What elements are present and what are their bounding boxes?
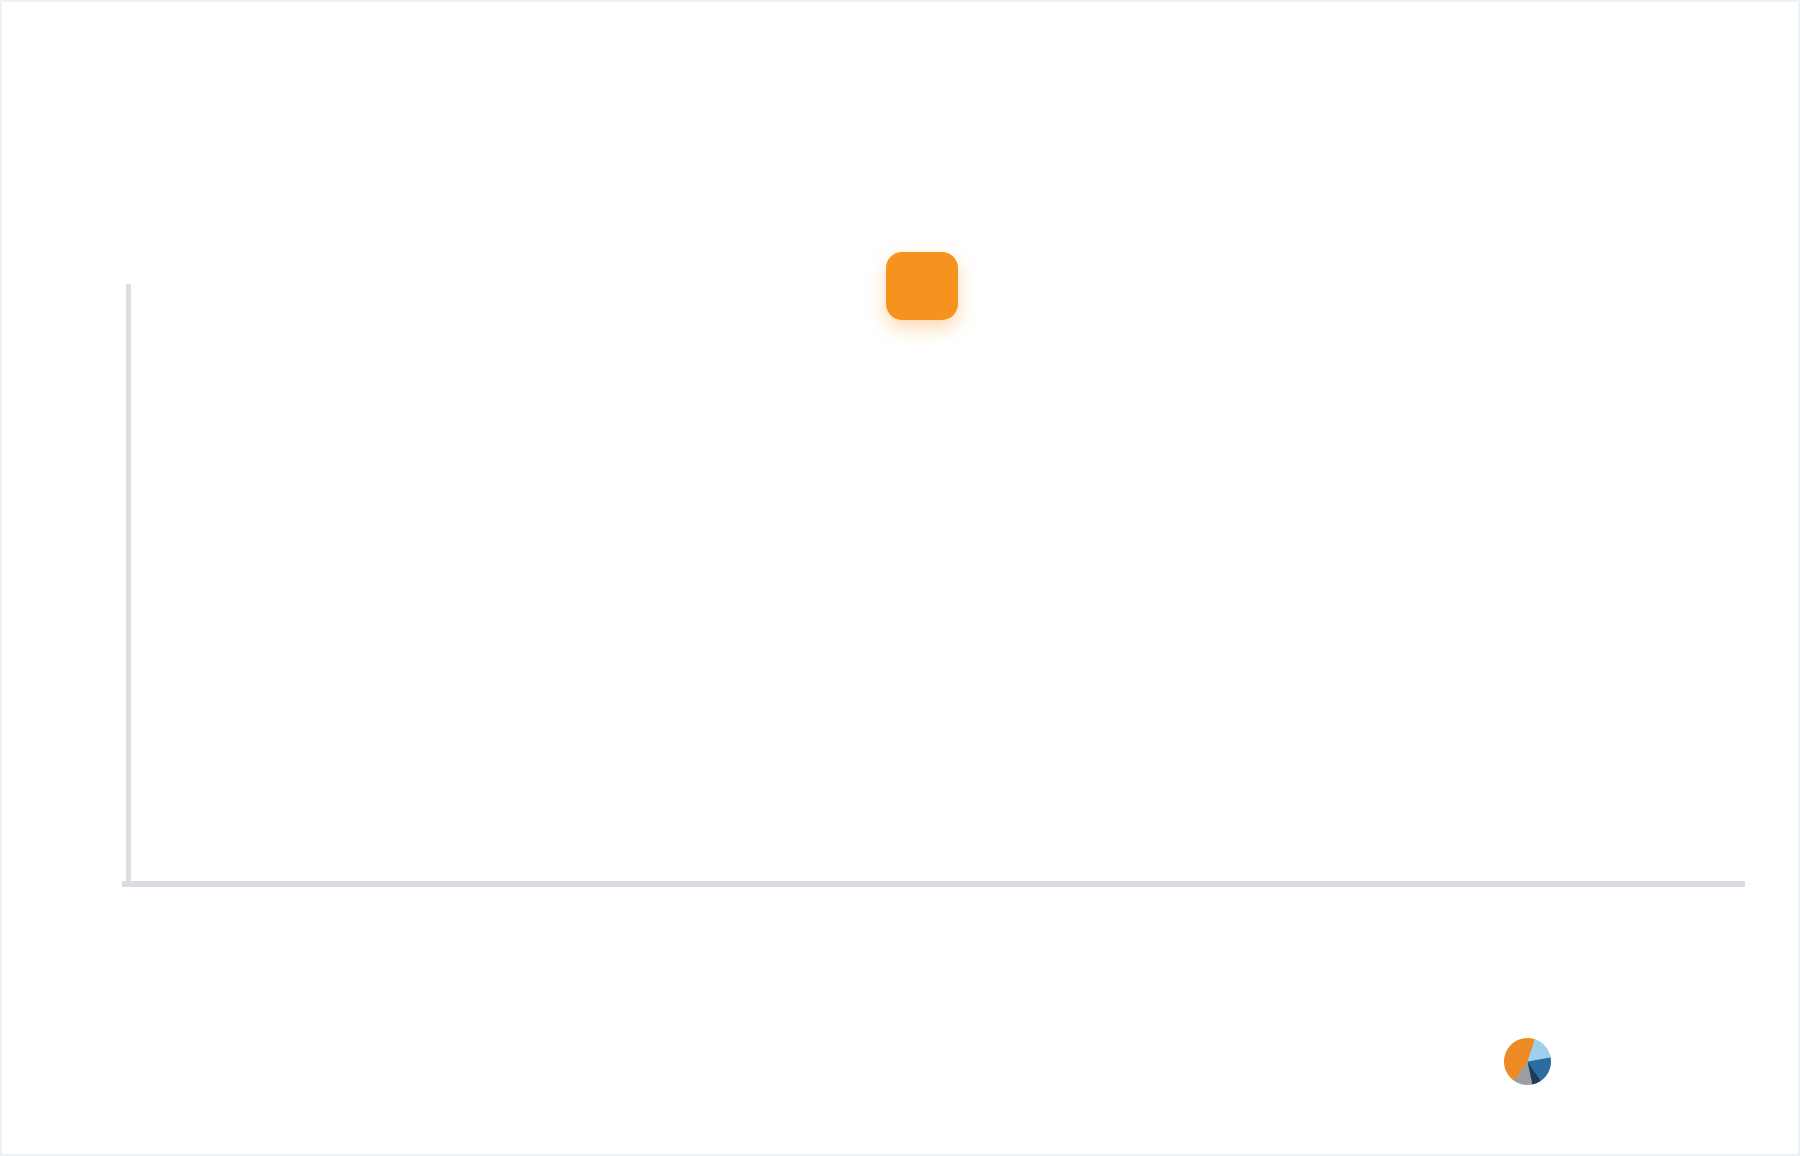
bars-row — [128, 224, 1728, 884]
y-axis-line — [126, 284, 131, 884]
brand-logo — [1504, 1038, 1557, 1085]
pie-chart-logo-icon — [1504, 1038, 1551, 1085]
x-axis-line — [122, 881, 1745, 887]
cagr-badge — [886, 252, 958, 320]
